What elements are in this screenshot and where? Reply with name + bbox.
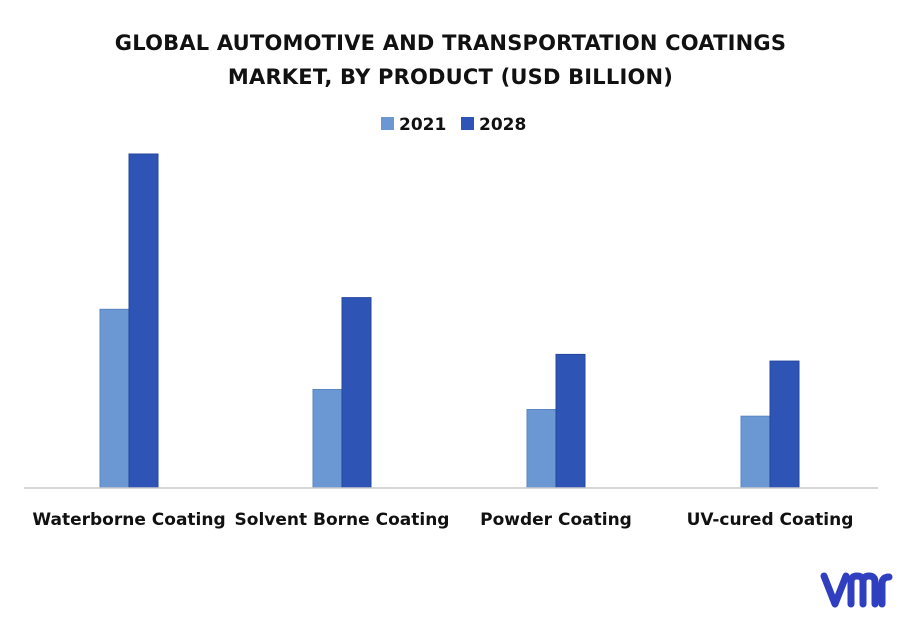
bar-2028-waterborne-coating [128, 153, 159, 489]
bars-group [99, 153, 800, 489]
bar-2021-waterborne-coating [99, 308, 130, 489]
legend: 2021 2028 [381, 115, 526, 135]
x-tick-label: Waterborne Coating [32, 510, 225, 530]
chart-title: GLOBAL AUTOMOTIVE AND TRANSPORTATION COA… [0, 26, 901, 94]
bar-2021-powder-coating [526, 409, 557, 489]
bar-2021-uv-cured-coating [740, 415, 771, 489]
bar-2028-uv-cured-coating [769, 360, 800, 489]
bar-2021-solvent-borne-coating [312, 388, 343, 489]
vmr-logo-icon [820, 572, 893, 608]
chart-title-line-2: MARKET, BY PRODUCT (USD BILLION) [227, 65, 674, 89]
legend-swatch-2028 [461, 117, 474, 130]
bar-2028-powder-coating [555, 353, 586, 489]
x-tick-label: UV-cured Coating [687, 510, 854, 530]
x-tick-label: Solvent Borne Coating [235, 510, 450, 530]
chart-title-line-1: GLOBAL AUTOMOTIVE AND TRANSPORTATION COA… [114, 31, 787, 55]
legend-label-2028: 2028 [479, 115, 526, 135]
x-tick-labels: Waterborne Coating Solvent Borne Coating P… [32, 510, 853, 530]
x-tick-label: Powder Coating [480, 510, 632, 530]
legend-swatch-2021 [381, 117, 394, 130]
legend-label-2021: 2021 [399, 115, 446, 135]
bar-2028-solvent-borne-coating [341, 297, 372, 489]
